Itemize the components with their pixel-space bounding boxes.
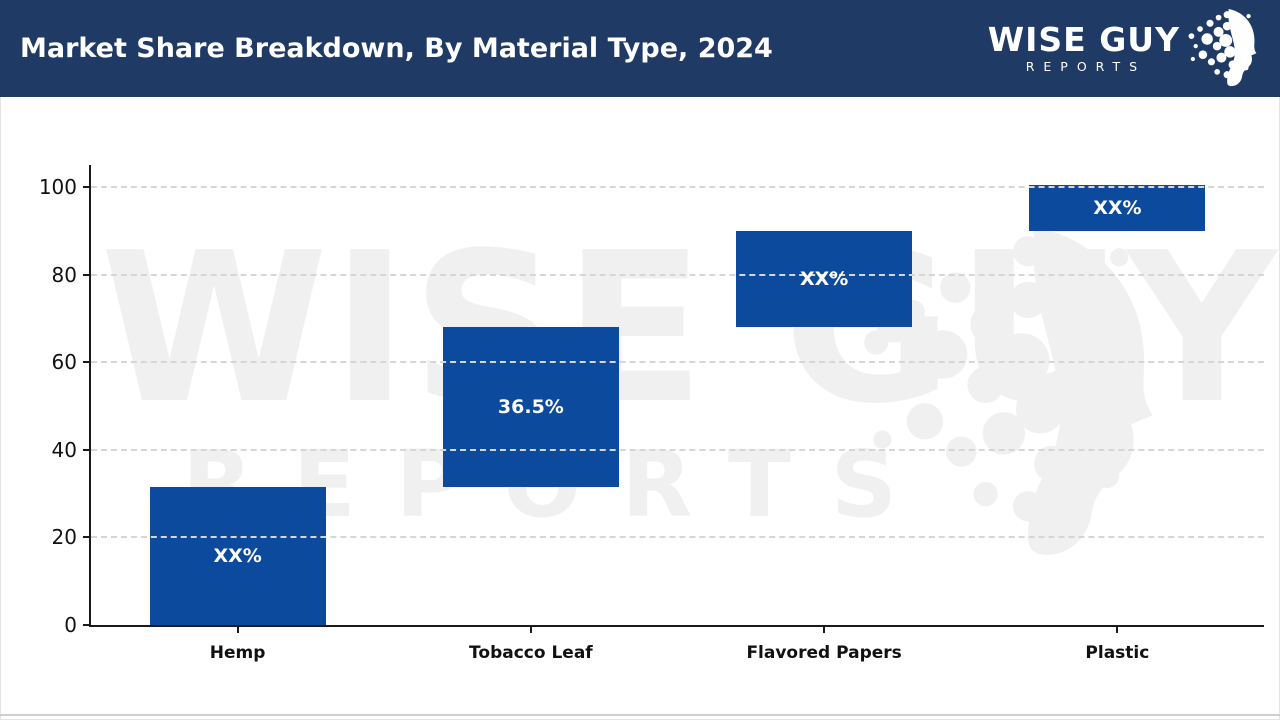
x-category-label: Hemp: [209, 643, 266, 663]
y-tick-label: 20: [51, 525, 77, 550]
x-tick-mark: [529, 625, 532, 633]
x-tick-mark: [1116, 625, 1119, 633]
gridline-40: [91, 448, 1264, 451]
bottom-border-line: [0, 714, 1280, 716]
x-tick-mark: [236, 625, 239, 633]
bar-value-label: XX%: [1093, 196, 1142, 219]
gridline-20: [91, 536, 1264, 539]
y-tick-mark: [83, 186, 91, 188]
bar-tobacco-leaf: [442, 327, 619, 488]
plot-area: 0 20 40 60 80 100 Hemp Tobacco Leaf Flavored Pap…: [39, 165, 1264, 663]
bar-plastic: [1029, 184, 1206, 231]
gridline-100: [91, 186, 1264, 188]
gridline-60: [91, 361, 1264, 364]
y-tick-label: 40: [51, 437, 77, 462]
logo-wordmark-line1: WISE GUY: [987, 20, 1180, 59]
y-tick-label: 60: [51, 350, 77, 375]
bar-hemp: [149, 487, 326, 625]
x-category-label: Flavored Papers: [746, 643, 902, 663]
y-tick-mark: [83, 273, 91, 276]
y-tick-label: 80: [51, 262, 77, 287]
x-tick-mark: [823, 625, 826, 633]
wise-guy-logo: WISE GUY REPORTS: [988, 8, 1280, 89]
y-tick-mark: [83, 536, 91, 539]
gridline-80: [91, 273, 1264, 276]
y-tick-label: 100: [38, 175, 77, 199]
head-silhouette-icon: [1188, 8, 1257, 86]
y-tick-mark: [83, 624, 91, 626]
bar-value-label: 36.5%: [497, 396, 564, 419]
logo-wordmark-line2: REPORTS: [1025, 59, 1147, 74]
logo-wordmark: WISE GUY REPORTS: [988, 23, 1180, 74]
chart-area: WISE GUY REPORTS 020406080100HempTobacco…: [0, 97, 1280, 720]
header: Market Share Breakdown, By Material Type…: [0, 0, 1280, 97]
bar-value-label: XX%: [799, 267, 849, 290]
x-category-label: Tobacco Leaf: [469, 643, 593, 663]
y-tick-mark: [83, 361, 91, 364]
y-tick-mark: [83, 448, 91, 451]
bar-value-label: XX%: [213, 545, 262, 567]
x-category-label: Plastic: [1085, 643, 1150, 663]
page-title: Market Share Breakdown, By Material Type…: [20, 33, 773, 64]
y-tick-label: 0: [64, 613, 77, 637]
bar-flavored-papers: [736, 230, 913, 328]
